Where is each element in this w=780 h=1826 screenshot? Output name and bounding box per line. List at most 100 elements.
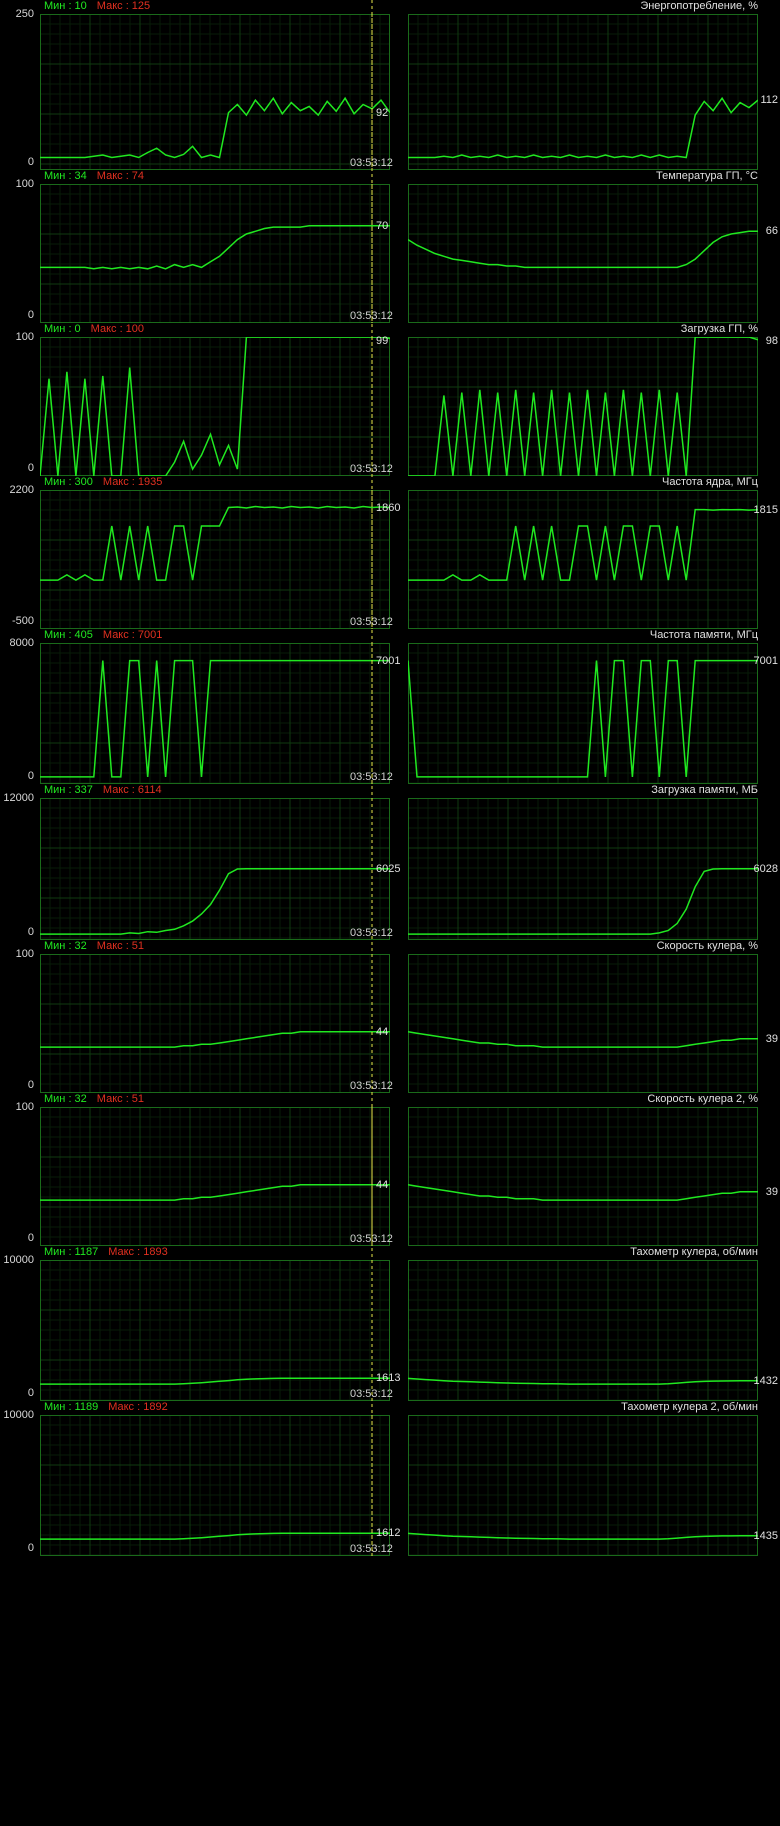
minmax-label: Мин : 10 Макс : 125 [44, 0, 150, 12]
minmax-label: Мин : 1187 Макс : 1893 [44, 1246, 168, 1258]
max-label: Макс : 7001 [103, 629, 162, 641]
chart-plot-left[interactable] [40, 1107, 390, 1246]
time-label: 03:53:12 [350, 463, 393, 475]
chart-plot-left[interactable] [40, 1415, 390, 1556]
y-axis-top: 100 [0, 948, 38, 960]
minmax-label: Мин : 337Макс : 6114 [44, 784, 162, 796]
right-edge-value: 1435 [754, 1530, 778, 1542]
y-axis-bottom: -500 [0, 615, 38, 627]
min-label: Мин : 32 [44, 940, 87, 952]
minmax-label: Мин : 32Макс : 51 [44, 940, 144, 952]
chart-panel-4: Мин : 405Макс : 7001Частота памяти, МГц8… [0, 629, 780, 784]
chart-plot-left[interactable] [40, 1260, 390, 1401]
cursor-value: 1860 [376, 502, 400, 514]
cursor-value: 6025 [376, 863, 400, 875]
y-axis-bottom: 0 [0, 309, 38, 321]
cursor-value: 1613 [376, 1372, 400, 1384]
monitoring-root: Мин : 10 Макс : 125 Энергопотребление, % 25… [0, 0, 780, 1826]
cursor-value: 70 [376, 220, 388, 232]
chart-title: Загрузка ГП, % [681, 323, 758, 335]
chart-panel-3: Мин : 300Макс : 1935 Частота ядра, МГц 220… [0, 476, 780, 629]
chart-plot-right[interactable] [408, 14, 758, 170]
y-axis-top: 2200 [0, 484, 38, 496]
chart-title: Температура ГП, °C [656, 170, 758, 182]
chart-panel-1: Мин : 34 Макс : 74 Температура ГП, °C 100 0 7… [0, 170, 780, 323]
min-label: Мин : 10 [44, 0, 87, 12]
y-axis-top: 10000 [0, 1254, 38, 1266]
chart-title: Частота ядра, МГц [662, 476, 758, 488]
chart-plot-left[interactable] [40, 337, 390, 476]
max-label: Макс : 74 [97, 170, 144, 182]
right-edge-value: 7001 [754, 655, 778, 667]
chart-panel-9: Мин : 1189Макс : 1892Тахометр кулера 2, … [0, 1401, 780, 1556]
cursor-value: 7001 [376, 655, 400, 667]
chart-plot-right[interactable] [408, 1260, 758, 1401]
time-label: 03:53:12 [350, 1388, 393, 1400]
chart-plot-right[interactable] [408, 1107, 758, 1246]
minmax-label: Мин : 32 Макс : 51 [44, 1093, 144, 1105]
y-axis-bottom: 0 [0, 1542, 38, 1554]
min-label: Мин : 32 [44, 1093, 87, 1105]
chart-title: Скорость кулера 2, % [647, 1093, 758, 1105]
minmax-label: Мин : 300Макс : 1935 [44, 476, 162, 488]
chart-title: Частота памяти, МГц [650, 629, 758, 641]
chart-panel-6: Мин : 32Макс : 51Скорость кулера, %10004… [0, 940, 780, 1093]
right-edge-value: 39 [766, 1186, 778, 1198]
cursor-value: 44 [376, 1179, 388, 1191]
max-label: Макс : 1935 [103, 476, 162, 488]
chart-plot-left[interactable] [40, 643, 390, 784]
chart-plot-right[interactable] [408, 643, 758, 784]
max-label: Макс : 51 [97, 1093, 144, 1105]
y-axis-top: 12000 [0, 792, 38, 804]
right-edge-value: 1432 [754, 1375, 778, 1387]
chart-plot-right[interactable] [408, 798, 758, 940]
y-axis-bottom: 0 [0, 926, 38, 938]
chart-plot-right[interactable] [408, 337, 758, 476]
chart-title: Скорость кулера, % [657, 940, 758, 952]
chart-title: Загрузка памяти, МБ [651, 784, 758, 796]
time-label: 03:53:12 [350, 927, 393, 939]
y-axis-top: 10000 [0, 1409, 38, 1421]
chart-panel-7: Мин : 32Макс : 51Скорость кулера 2, %100… [0, 1093, 780, 1246]
chart-plot-right[interactable] [408, 490, 758, 629]
right-edge-value: 1815 [754, 504, 778, 516]
chart-plot-right[interactable] [408, 184, 758, 323]
time-label: 03:53:12 [350, 310, 393, 322]
min-label: Мин : 0 [44, 323, 81, 335]
chart-plot-left[interactable] [40, 798, 390, 940]
time-label: 03:53:12 [350, 1233, 393, 1245]
chart-title: Тахометр кулера 2, об/мин [621, 1401, 758, 1413]
chart-plot-left[interactable] [40, 954, 390, 1093]
chart-panel-2: Мин : 0Макс : 100Загрузка ГП, %100099980… [0, 323, 780, 476]
cursor-value: 99 [376, 335, 388, 347]
y-axis-bottom: 0 [0, 1232, 38, 1244]
chart-title: Энергопотребление, % [640, 0, 758, 12]
chart-plot-right[interactable] [408, 1415, 758, 1556]
chart-plot-left[interactable] [40, 14, 390, 170]
right-edge-value: 66 [766, 225, 778, 237]
chart-plot-left[interactable] [40, 184, 390, 323]
max-label: Макс : 1893 [108, 1246, 167, 1258]
time-label: 03:53:12 [350, 1080, 393, 1092]
y-axis-bottom: 0 [0, 462, 38, 474]
min-label: Мин : 34 [44, 170, 87, 182]
chart-plot-right[interactable] [408, 954, 758, 1093]
min-label: Мин : 405 [44, 629, 93, 641]
chart-plot-left[interactable] [40, 490, 390, 629]
max-label: Макс : 125 [97, 0, 150, 12]
right-edge-value: 6028 [754, 863, 778, 875]
minmax-label: Мин : 34 Макс : 74 [44, 170, 144, 182]
cursor-value: 92 [376, 107, 388, 119]
y-axis-top: 250 [0, 8, 38, 20]
y-axis-bottom: 0 [0, 156, 38, 168]
minmax-label: Мин : 0Макс : 100 [44, 323, 144, 335]
chart-title: Тахометр кулера, об/мин [630, 1246, 758, 1258]
max-label: Макс : 6114 [103, 784, 162, 796]
chart-panel-5: Мин : 337Макс : 6114 Загрузка памяти, МБ 1… [0, 784, 780, 940]
y-axis-bottom: 0 [0, 770, 38, 782]
min-label: Мин : 1187 [44, 1246, 98, 1258]
min-label: Мин : 1189 [44, 1401, 98, 1413]
y-axis-top: 100 [0, 178, 38, 190]
time-label: 03:53:12 [350, 771, 393, 783]
right-edge-value: 39 [766, 1033, 778, 1045]
